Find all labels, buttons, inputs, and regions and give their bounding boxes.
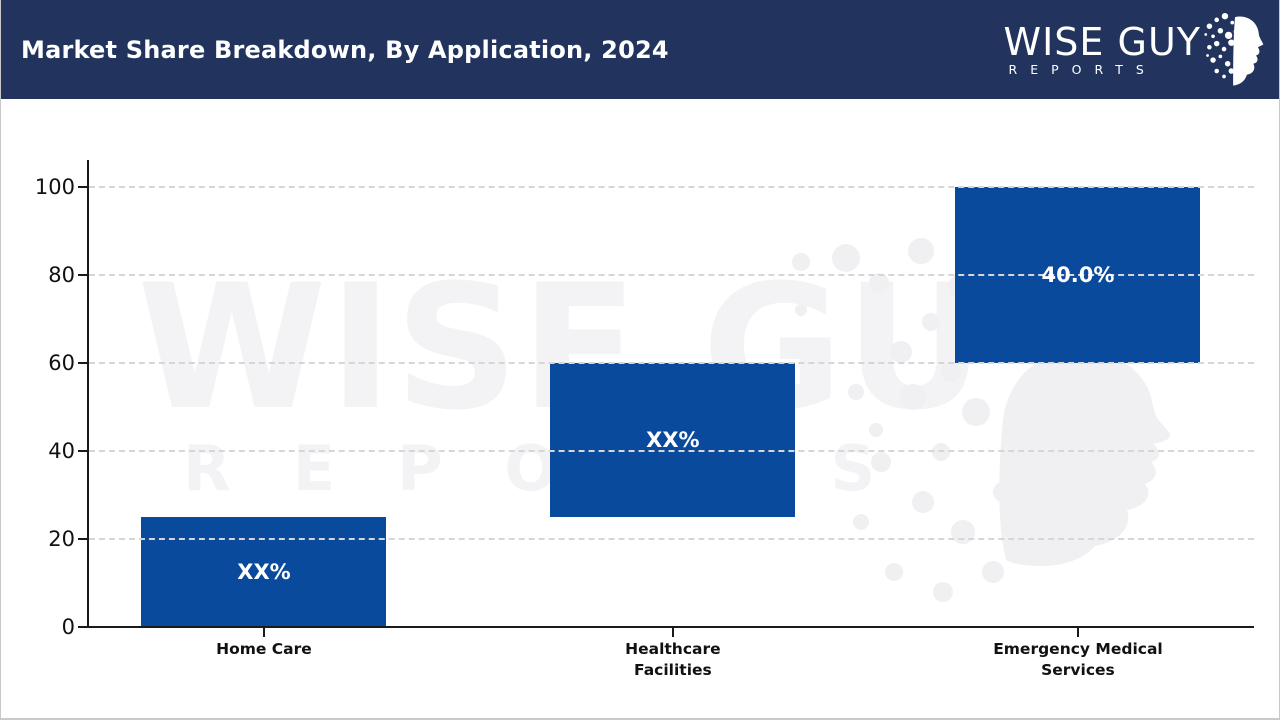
category-label-healthcare: Healthcare Facilities <box>625 640 721 679</box>
gridline-80 <box>89 274 1254 276</box>
x-tick-mark-healthcare <box>671 628 674 637</box>
y-tick-label: 20 <box>48 527 75 551</box>
brand-logo-wiseguy: WISE GUY <box>1003 19 1201 64</box>
y-tick-label: 40 <box>48 439 75 463</box>
y-tick-label: 100 <box>34 175 75 199</box>
y-tick-mark <box>78 186 87 188</box>
bar-healthcare <box>550 363 796 517</box>
gridline-60 <box>89 362 1254 364</box>
y-tick-mark <box>78 538 87 540</box>
header-banner: Market Share Breakdown, By Application, … <box>1 0 1279 99</box>
category-label-emergency-medical: Emergency Medical Services <box>993 640 1163 679</box>
y-tick-mark <box>78 626 87 628</box>
bar-value-label-healthcare: XX% <box>646 428 700 452</box>
y-tick-mark <box>78 274 87 276</box>
y-tick-label: 60 <box>48 351 75 375</box>
category-label-home-care: Home Care <box>216 640 312 658</box>
y-tick-mark <box>78 450 87 452</box>
y-tick-label: 80 <box>48 263 75 287</box>
brand-logo-text: WISE GUY REPORTS <box>1004 23 1201 77</box>
bar-value-label-emergency-medical: 40.0% <box>1041 263 1115 287</box>
y-tick-mark <box>78 362 87 364</box>
page-title: Market Share Breakdown, By Application, … <box>21 35 669 64</box>
y-axis-line <box>87 160 89 628</box>
brand-logo-reports: REPORTS <box>1008 61 1157 77</box>
x-tick-mark-home-care <box>262 628 265 637</box>
gridline-20 <box>89 538 1254 540</box>
gridline-100 <box>89 186 1254 188</box>
gridline-40 <box>89 450 1254 452</box>
x-tick-mark-emergency-medical <box>1076 628 1079 637</box>
brand-logo: WISE GUY REPORTS <box>1004 10 1267 90</box>
brand-logo-head-icon <box>1204 12 1264 86</box>
bar-home-care <box>141 517 387 627</box>
x-axis-line <box>87 626 1254 628</box>
y-tick-label: 0 <box>61 615 75 639</box>
bar-value-label-home-care: XX% <box>237 560 291 584</box>
